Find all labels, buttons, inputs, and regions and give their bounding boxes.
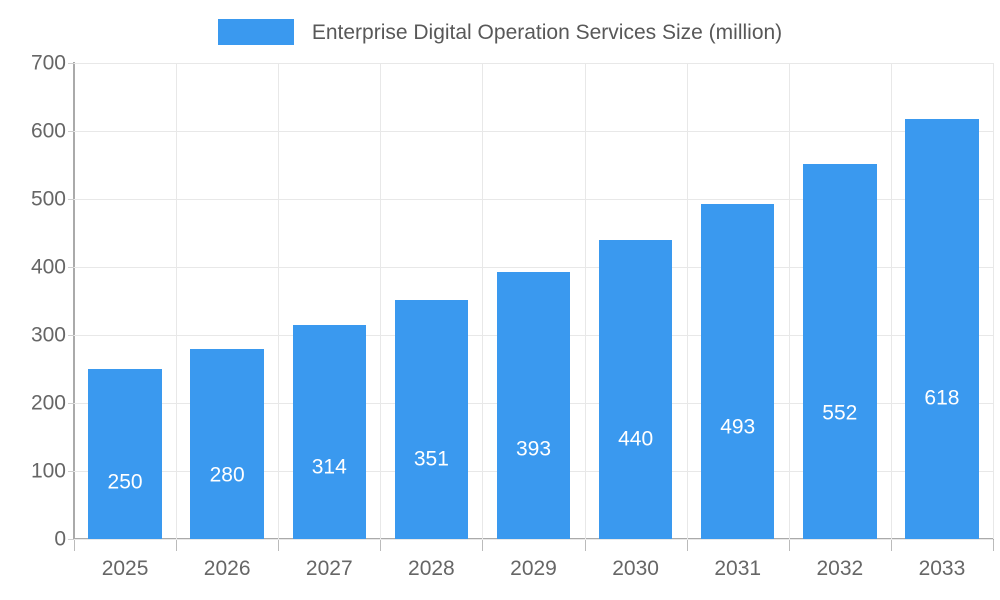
bar[interactable] (190, 348, 264, 539)
bar-value-label: 351 (413, 447, 449, 471)
chart-legend: Enterprise Digital Operation Services Si… (0, 14, 1000, 50)
y-axis-tick-mark (68, 131, 75, 132)
bar[interactable] (598, 239, 673, 539)
gridline-horizontal (74, 63, 993, 64)
y-axis-tick-mark (68, 199, 75, 200)
x-axis-tick-label: 2026 (203, 557, 251, 580)
x-axis-tick-label: 2031 (714, 557, 762, 580)
y-axis-tick-label: 500 (30, 187, 66, 211)
y-axis-tick-label: 200 (30, 391, 66, 415)
square-swatch-icon (217, 19, 294, 45)
x-axis-tick-mark (993, 540, 994, 551)
y-axis-tick-label: 600 (30, 119, 66, 143)
y-axis-tick-mark (68, 539, 75, 540)
bar-value-label: 393 (515, 437, 552, 461)
y-axis-line (73, 62, 75, 540)
y-axis-tick-label: 100 (30, 459, 66, 483)
y-axis-tick-label: 700 (30, 51, 66, 75)
bar[interactable] (292, 325, 367, 539)
x-axis-tick-mark (687, 540, 688, 551)
legend-item-label: Enterprise Digital Operation Services Si… (311, 20, 783, 44)
x-axis-tick-label: 2027 (305, 557, 353, 580)
bar-value-label: 618 (924, 386, 960, 410)
gridline-vertical (687, 63, 688, 539)
bar-value-label: 440 (618, 427, 654, 451)
bar-value-label: 493 (720, 415, 756, 439)
x-axis-tick-mark (278, 540, 279, 551)
bar[interactable] (496, 271, 571, 539)
bar[interactable] (394, 300, 469, 539)
gridline-vertical (993, 63, 994, 539)
bar-value-label: 552 (822, 401, 858, 425)
bar[interactable] (803, 163, 877, 539)
y-axis-tick-mark (68, 471, 75, 472)
x-axis-tick-label: 2025 (101, 557, 149, 580)
gridline-vertical (176, 63, 177, 539)
bar-value-label: 250 (107, 470, 143, 494)
y-axis-tick-mark (68, 403, 75, 404)
gridline-horizontal (74, 199, 993, 200)
bar-value-label: 314 (311, 455, 347, 479)
y-axis-tick-mark (68, 335, 75, 336)
bar[interactable] (88, 369, 162, 539)
x-axis-tick-label: 2029 (510, 557, 557, 580)
x-axis-tick-label: 2033 (918, 557, 966, 580)
x-axis-tick-mark (585, 540, 586, 551)
x-axis-tick-mark (891, 540, 892, 551)
bar-value-label: 280 (209, 463, 245, 487)
gridline-vertical (789, 63, 790, 539)
bar[interactable] (905, 118, 979, 539)
x-axis-tick-label: 2032 (816, 557, 864, 580)
x-axis-tick-label: 2028 (408, 557, 455, 580)
gridline-vertical (482, 63, 483, 539)
y-axis-tick-label: 0 (54, 527, 66, 551)
x-axis-tick-mark (482, 540, 483, 551)
bar[interactable] (700, 203, 775, 539)
y-axis-tick-mark (68, 267, 75, 268)
x-axis-tick-mark (176, 540, 177, 551)
x-axis-tick-mark (74, 540, 75, 551)
y-axis-tick-mark (68, 63, 75, 64)
x-axis-tick-mark (789, 540, 790, 551)
y-axis-tick-label: 400 (30, 255, 66, 279)
gridline-vertical (380, 63, 381, 539)
x-axis-tick-label: 2030 (612, 557, 659, 580)
gridline-vertical (585, 63, 586, 539)
gridline-horizontal (74, 267, 993, 268)
plot-area: 250 280 314 351 393 440 493 552 618 (74, 63, 994, 540)
x-axis-tick-mark (380, 540, 381, 551)
legend-item-series-1[interactable]: Enterprise Digital Operation Services Si… (217, 19, 783, 45)
y-axis-ticks: 0 100 200 300 400 500 600 700 (0, 0, 75, 600)
gridline-vertical (891, 63, 892, 539)
gridline-horizontal (74, 539, 993, 540)
gridline-vertical (278, 63, 279, 539)
y-axis-tick-label: 300 (30, 323, 66, 347)
gridline-horizontal (74, 131, 993, 132)
